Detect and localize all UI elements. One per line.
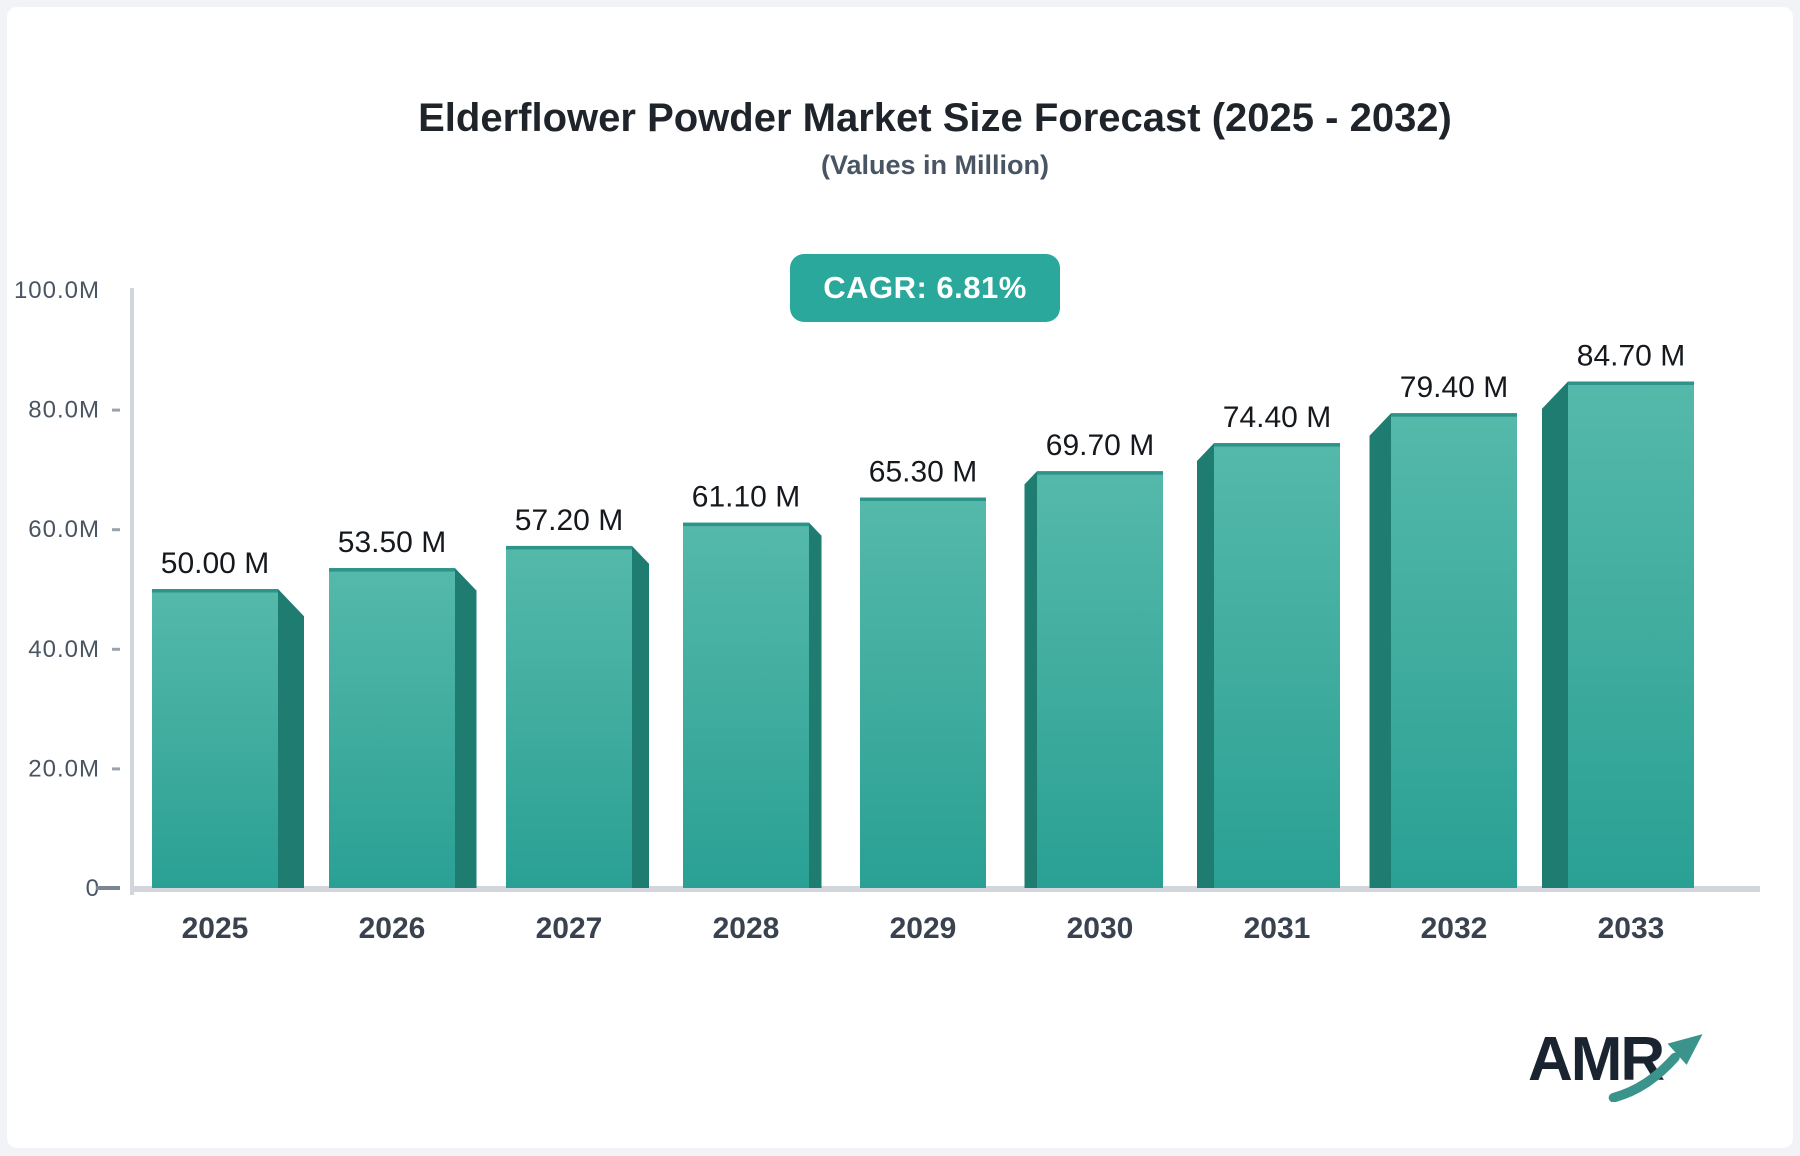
bar-value-label: 69.70 M [1046,429,1154,462]
bar-value-label: 84.70 M [1577,339,1685,372]
bar-front-face [329,568,455,888]
bar-top-edge [860,497,986,502]
bar-value-label: 61.10 M [692,481,800,514]
bar-side-face [1197,443,1214,888]
bar-top-edge [1214,443,1340,447]
bar-value-label: 50.00 M [161,547,269,580]
y-axis-tick [112,408,120,412]
bar-2029[interactable] [860,497,986,888]
bar-side-face [632,545,649,888]
bar-top-edge [1391,413,1517,417]
bar-2026[interactable] [329,568,477,888]
x-axis-label: 2033 [1598,912,1665,945]
x-axis-label: 2026 [359,912,426,945]
bar-front-face [683,522,809,888]
bar-2031[interactable] [1197,443,1340,888]
y-axis-label: 40.0M [28,636,100,663]
x-axis-line [130,886,1760,892]
bar-front-face [1391,413,1517,888]
bar-2032[interactable] [1369,413,1518,888]
x-axis-label: 2028 [713,912,780,945]
bar-side-face [1369,413,1391,888]
bar-2033[interactable] [1542,381,1694,888]
bar-side-face [1024,471,1037,888]
cagr-badge: CAGR: 6.81% [790,254,1060,322]
x-axis-label: 2032 [1421,912,1488,945]
bar-top-edge [1568,381,1694,385]
bar-side-face [278,589,304,888]
x-axis-label: 2025 [182,912,249,945]
chart-title: Elderflower Powder Market Size Forecast … [418,96,1452,140]
bar-front-face [152,589,278,888]
bar-top-edge [1037,471,1163,475]
bar-2030[interactable] [1024,471,1164,888]
y-axis-tick [96,886,120,890]
x-axis-label: 2029 [890,912,957,945]
bar-value-label: 53.50 M [338,526,446,559]
chart-subtitle: (Values in Million) [820,150,1050,180]
growth-arrow-icon [1608,1034,1703,1102]
x-axis-label: 2030 [1067,912,1134,945]
bar-2027[interactable] [506,545,649,888]
y-axis-label: 60.0M [28,516,100,543]
bar-value-label: 74.40 M [1223,401,1331,434]
bar-value-label: 65.30 M [869,456,977,489]
bar-front-face [1568,381,1694,888]
y-axis-tick [112,647,120,651]
y-axis-tick [112,528,120,532]
bar-2028[interactable] [683,522,822,888]
bar-front-face [1037,471,1163,888]
x-axis-label: 2027 [536,912,603,945]
y-axis-label: 80.0M [28,397,100,424]
y-axis-label: 20.0M [28,755,100,782]
bar-value-label: 57.20 M [515,504,623,537]
bar-top-edge [329,568,455,572]
x-axis-label: 2031 [1244,912,1311,945]
bar-front-face [1214,443,1340,888]
y-axis-label: 0 [86,875,100,902]
y-axis-line [130,288,134,895]
bar-side-face [455,568,477,888]
bar-side-face [809,522,822,888]
bar-top-edge [683,522,809,527]
y-axis-tick [112,767,120,771]
bar-front-face [860,497,986,888]
bar-2025[interactable] [152,589,304,888]
bar-top-edge [506,545,632,550]
y-axis-label: 100.0M [14,277,100,304]
amr-logo: AMR [1528,1024,1728,1114]
bar-value-label: 79.40 M [1400,371,1508,404]
bar-front-face [506,545,632,888]
bar-side-face [1542,381,1568,888]
bar-top-edge [152,589,278,593]
